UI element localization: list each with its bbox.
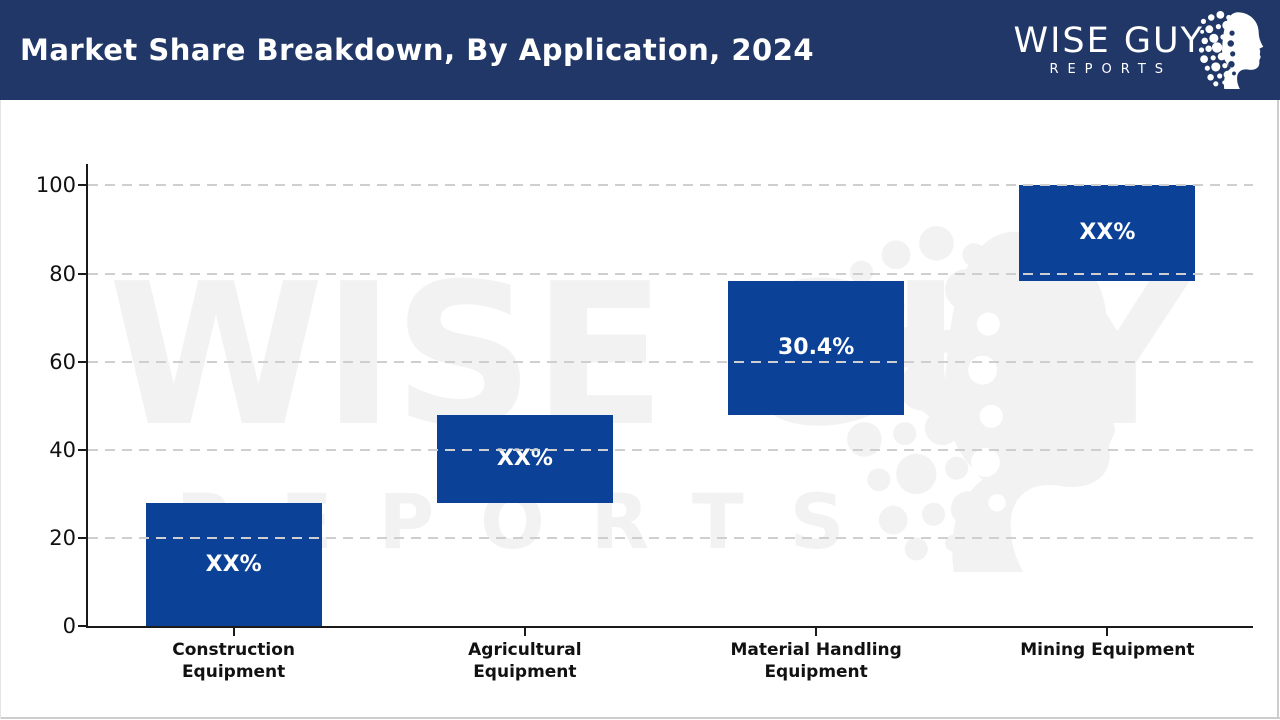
x-category-label: Construction Equipment (84, 639, 384, 683)
x-category-label-line: Construction (172, 640, 296, 660)
chart-bar: XX% (436, 414, 613, 503)
wiseguy-head-icon (1198, 11, 1264, 89)
figure-right-border (1277, 100, 1279, 719)
x-category-label-line: Equipment (181, 662, 286, 682)
logo-wordmark: WISE GUY (1013, 20, 1204, 61)
grid-line (88, 448, 1253, 451)
bar-value-label: XX% (205, 551, 262, 577)
x-category-label-line: Mining Equipment (1020, 640, 1195, 660)
grid-line (88, 360, 1253, 363)
y-tick-label: 80 (49, 261, 76, 286)
y-tick-label: 100 (35, 173, 76, 198)
y-axis (86, 164, 88, 628)
x-category-label-line: Material Handling (730, 640, 902, 660)
chart-bar: 30.4% (728, 280, 905, 415)
header-band: Market Share Breakdown, By Application, … (0, 0, 1280, 100)
chart-bar: XX% (1019, 185, 1196, 281)
grid-line (88, 184, 1253, 187)
x-category-label: Mining Equipment (957, 639, 1257, 661)
grid-line (88, 272, 1253, 275)
chart-bar: XX% (145, 502, 322, 626)
bar-value-label: 30.4% (777, 335, 855, 361)
x-tick (815, 628, 818, 636)
x-tick (232, 628, 235, 636)
wiseguy-logo: WISE GUY REPORTS (1013, 8, 1270, 92)
y-tick (78, 184, 88, 187)
y-tick (78, 272, 88, 275)
x-category-label-line: Equipment (764, 662, 868, 682)
x-category-label-line: Equipment (473, 662, 577, 682)
y-tick (78, 625, 88, 627)
y-tick-label: 40 (49, 437, 76, 462)
x-category-label-line: Agricultural (468, 640, 582, 660)
x-tick (523, 628, 526, 636)
figure-left-border (0, 100, 1, 719)
bar-value-label: XX% (1079, 220, 1136, 246)
y-tick (78, 536, 88, 539)
x-category-label: Agricultural Equipment (375, 639, 675, 683)
y-tick-label: 20 (49, 525, 76, 550)
y-tick-label: 60 (49, 349, 76, 374)
grid-line (88, 536, 1253, 539)
y-tick (78, 360, 88, 363)
y-tick-label: 0 (62, 614, 76, 638)
x-category-label: Material Handling Equipment (666, 639, 966, 683)
page-title: Market Share Breakdown, By Application, … (20, 33, 815, 67)
x-axis (86, 626, 1253, 628)
x-tick (1106, 628, 1109, 636)
logo-subtext: REPORTS (1049, 61, 1173, 77)
y-tick (78, 448, 88, 451)
figure-bottom-border (0, 717, 1280, 719)
logo-text: WISE GUY REPORTS (1013, 20, 1204, 77)
